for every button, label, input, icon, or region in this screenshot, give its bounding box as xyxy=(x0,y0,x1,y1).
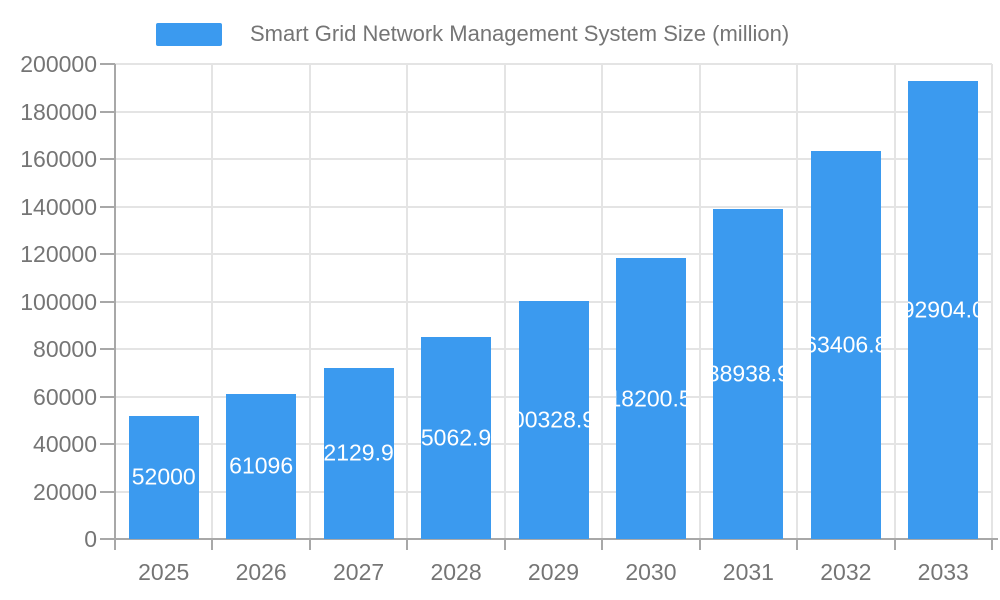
bar-2029[interactable]: 100328.97 xyxy=(518,300,589,539)
x-tick-label-2032: 2032 xyxy=(820,559,872,585)
x-tick-label-2027: 2027 xyxy=(333,559,385,585)
bar-label-2031: 138938.95 xyxy=(713,360,783,387)
v-gridline xyxy=(991,64,993,539)
h-gridline xyxy=(115,253,992,255)
y-tick-label: 60000 xyxy=(33,383,97,410)
y-axis-tick xyxy=(100,490,115,493)
v-gridline xyxy=(211,64,214,539)
bar-2033[interactable]: 192904.05 xyxy=(908,80,979,539)
x-axis-tick xyxy=(601,539,604,550)
y-tick-label: 40000 xyxy=(33,431,97,457)
x-tick-label-2029: 2029 xyxy=(527,559,580,585)
x-tick-label-2025: 2025 xyxy=(138,559,190,585)
y-axis-tick xyxy=(100,443,115,445)
y-tick-label: 0 xyxy=(84,526,97,552)
x-axis-tick xyxy=(698,539,701,550)
x-axis-tick xyxy=(211,539,214,550)
y-tick-label: 100000 xyxy=(20,288,97,315)
bar-2026[interactable]: 61096 xyxy=(226,393,297,539)
bar-label-2033: 192904.05 xyxy=(908,296,978,323)
y-axis-tick xyxy=(100,205,115,208)
y-axis-tick xyxy=(100,538,115,540)
y-tick-label: 20000 xyxy=(33,478,97,505)
legend-label: Smart Grid Network Management System Siz… xyxy=(250,21,790,46)
x-tick-label-2031: 2031 xyxy=(722,559,774,585)
v-gridline xyxy=(503,64,506,539)
x-tick-label-2028: 2028 xyxy=(430,559,482,585)
x-axis-line xyxy=(114,538,998,540)
y-axis-line xyxy=(114,64,116,550)
bar-label-2025: 52000 xyxy=(131,463,196,490)
x-axis-tick xyxy=(114,539,116,550)
bar-2031[interactable]: 138938.95 xyxy=(713,209,784,539)
y-axis-tick xyxy=(100,63,115,65)
x-tick-label-2026: 2026 xyxy=(235,559,287,585)
y-tick-label: 120000 xyxy=(20,241,97,267)
x-axis-tick xyxy=(893,539,896,550)
h-gridline xyxy=(115,205,992,208)
legend-swatch-icon xyxy=(156,22,222,46)
y-tick-label: 160000 xyxy=(20,146,97,172)
y-axis-tick xyxy=(100,158,115,160)
y-axis-tick xyxy=(100,110,115,113)
h-gridline xyxy=(115,158,992,160)
h-gridline xyxy=(115,110,992,113)
x-axis-tick xyxy=(308,539,311,550)
x-tick-label-2033: 2033 xyxy=(917,559,969,585)
y-axis-tick xyxy=(100,348,115,350)
bar-2025[interactable]: 52000 xyxy=(128,415,199,539)
y-axis-tick xyxy=(100,395,115,398)
y-tick-label: 140000 xyxy=(20,193,97,220)
y-tick-label: 180000 xyxy=(20,98,97,125)
y-axis-tick xyxy=(100,300,115,303)
x-tick-label-2030: 2030 xyxy=(625,559,677,585)
v-gridline xyxy=(308,64,311,539)
y-axis-tick xyxy=(100,253,115,255)
bar-label-2029: 100328.97 xyxy=(519,406,589,433)
y-tick-label: 200000 xyxy=(20,51,97,77)
v-gridline xyxy=(601,64,604,539)
legend[interactable]: Smart Grid Network Management System Siz… xyxy=(156,21,789,47)
bar-2030[interactable]: 118200.55 xyxy=(615,258,686,539)
v-gridline xyxy=(796,64,799,539)
v-gridline xyxy=(698,64,701,539)
bar-label-2030: 118200.55 xyxy=(616,385,686,412)
bar-label-2026: 61096 xyxy=(229,452,294,479)
x-axis-tick xyxy=(796,539,799,550)
bar-label-2032: 163406.85 xyxy=(811,331,881,358)
x-axis-tick xyxy=(406,539,409,550)
v-gridline xyxy=(406,64,409,539)
h-gridline xyxy=(115,63,992,65)
x-axis-tick xyxy=(991,539,993,550)
y-tick-label: 80000 xyxy=(33,336,97,362)
v-gridline xyxy=(893,64,896,539)
bar-2032[interactable]: 163406.85 xyxy=(810,150,881,539)
x-axis-tick xyxy=(503,539,506,550)
